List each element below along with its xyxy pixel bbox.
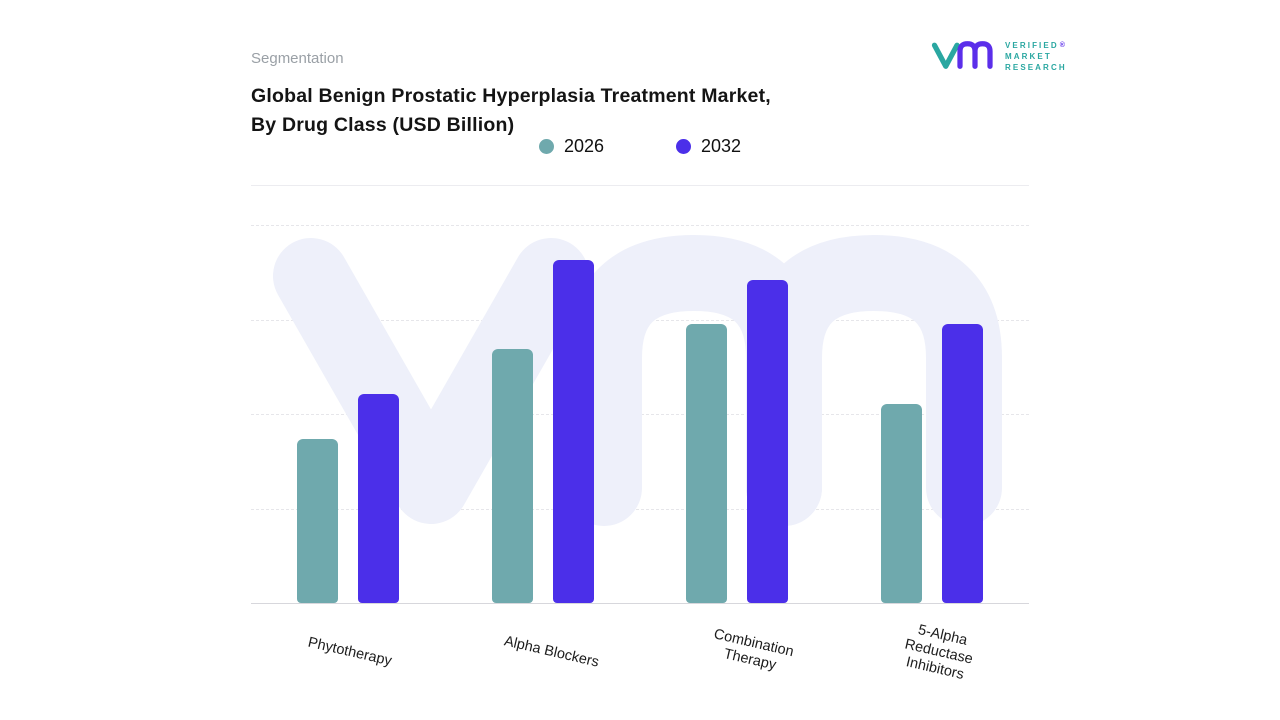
chart-title-line1: Global Benign Prostatic Hyperplasia Trea… [251, 85, 771, 107]
logo-line-verified: VERIFIED® [1005, 40, 1067, 51]
bar-group-phytotherapy [297, 225, 400, 603]
x-axis-label-alpha-blockers: Alpha Blockers [502, 632, 601, 671]
x-axis-labels: Phytotherapy Alpha Blockers Combination The… [251, 604, 1029, 700]
x-axis-label-combination-therapy: Combination Therapy [712, 626, 796, 674]
logo-line-research: RESEARCH [1005, 63, 1067, 72]
chart-title-line2: By Drug Class (USD Billion) [251, 114, 515, 136]
legend-label-2026: 2026 [563, 136, 604, 156]
vmr-logo: VERIFIED® MARKET RESEARCH [930, 36, 1067, 74]
logo-line-market: MARKET [1005, 52, 1052, 61]
chart-legend: 2026 2032 [251, 136, 1029, 157]
bar-2026-phytotherapy [297, 438, 339, 603]
vmr-logo-mark-icon [931, 41, 993, 69]
x-axis-label-phytotherapy: Phytotherapy [306, 634, 393, 669]
bar-2032-5-alpha-reductase-inhibitors [941, 324, 983, 603]
bar-group-combination-therapy [686, 225, 789, 603]
legend-item-2026[interactable]: 2026 [538, 136, 604, 157]
x-axis-label-5-alpha-reductase-inhibitors: 5-Alpha Reductase Inhibitors [903, 621, 975, 683]
logo-word-verified: VERIFIED [1005, 41, 1059, 50]
vmr-logo-text: VERIFIED® MARKET RESEARCH [1005, 36, 1067, 73]
bar-2026-alpha-blockers [491, 349, 533, 603]
legend-dot-2032 [676, 139, 691, 154]
bar-2032-alpha-blockers [552, 259, 594, 603]
bar-2026-5-alpha-reductase-inhibitors [880, 404, 922, 603]
section-label: Segmentation [251, 50, 344, 67]
bar-group-5-alpha-reductase-inhibitors [880, 225, 983, 603]
header-divider [251, 185, 1029, 186]
bar-group-alpha-blockers [491, 225, 594, 603]
legend-label-2032: 2032 [701, 136, 742, 156]
chart-title: Global Benign Prostatic Hyperplasia Trea… [251, 82, 771, 140]
x-axis-line [251, 603, 1029, 604]
bar-2032-phytotherapy [358, 393, 400, 603]
bar-2026-combination-therapy [686, 324, 728, 603]
legend-dot-2026 [538, 139, 554, 154]
plot-area [251, 225, 1029, 603]
legend-item-2032[interactable]: 2032 [676, 136, 741, 157]
bar-2032-combination-therapy [747, 279, 789, 603]
registered-mark: ® [1059, 42, 1067, 49]
bar-chart [251, 225, 1029, 604]
gridline [251, 225, 1029, 226]
